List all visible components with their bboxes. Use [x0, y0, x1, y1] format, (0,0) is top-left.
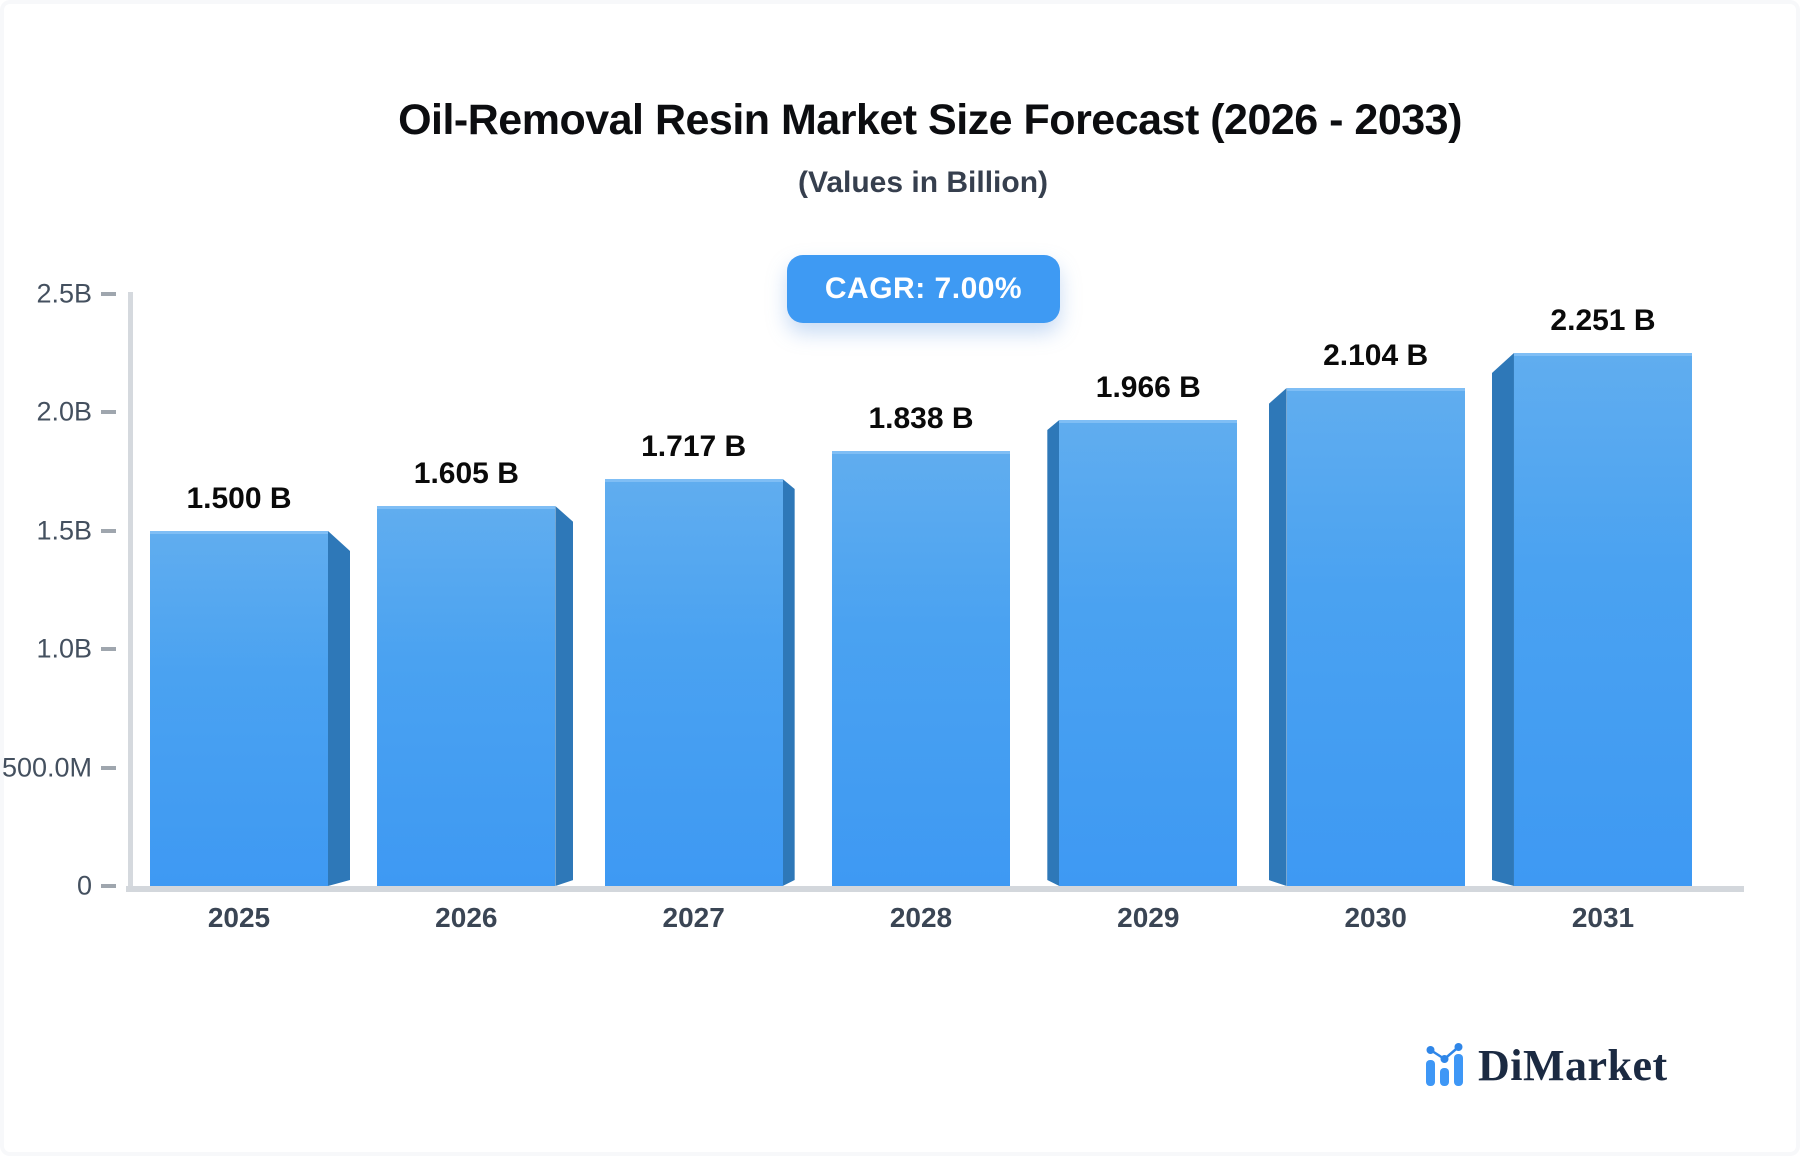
y-axis-tick-mark — [101, 528, 116, 533]
bar-2025 — [150, 531, 328, 886]
brand-logo-text: DiMarket — [1478, 1041, 1668, 1090]
bar-2026 — [377, 506, 556, 886]
bar-3d-side-2031 — [1492, 353, 1514, 886]
bar-value-label-2029: 1.966 B — [1095, 371, 1201, 404]
x-axis-label-2026: 2026 — [435, 902, 498, 933]
y-axis-tick-label: 500.0M — [1, 752, 92, 783]
x-axis-baseline — [126, 886, 1744, 892]
chart-subtitle: (Values in Billion) — [797, 166, 1049, 199]
y-axis-tick-label: 0 — [76, 870, 92, 901]
brand-logo: DiMarket — [1424, 1042, 1668, 1088]
bar-2028 — [831, 451, 1010, 886]
x-axis-label-2031: 2031 — [1571, 902, 1635, 933]
y-axis-tick-mark — [101, 647, 116, 652]
y-axis-tick-label: 1.0B — [36, 633, 92, 664]
y-axis-tick-mark — [101, 292, 116, 296]
bar-2031 — [1513, 353, 1692, 886]
y-axis-tick-mark — [101, 765, 116, 770]
bar-2030 — [1286, 388, 1465, 886]
y-axis-tick-mark — [101, 884, 116, 888]
bar-2029 — [1059, 420, 1238, 886]
bar-value-label-2031: 2.251 B — [1550, 304, 1656, 337]
bar-3d-side-2027 — [783, 479, 795, 886]
bar-3d-side-2026 — [555, 506, 573, 886]
y-axis-tick-label: 2.0B — [36, 396, 92, 427]
x-axis-label-2028: 2028 — [889, 902, 953, 933]
bar-2027 — [604, 479, 783, 886]
bar-3d-side-2025 — [328, 531, 350, 886]
bar-value-label-2027: 1.717 B — [641, 430, 747, 463]
bar-value-label-2028: 1.838 B — [868, 402, 974, 435]
cagr-badge-label: CAGR: 7.00% — [824, 272, 1023, 305]
x-axis-label-2030: 2030 — [1344, 902, 1407, 933]
bar-3d-side-2030 — [1269, 388, 1287, 886]
y-axis-line — [128, 292, 133, 889]
y-axis-tick-label: 1.5B — [36, 515, 92, 546]
y-axis-tick-mark — [101, 410, 116, 415]
bar-value-label-2026: 1.605 B — [413, 457, 519, 490]
chart-title: Oil-Removal Resin Market Size Forecast (… — [398, 96, 1462, 144]
y-axis-tick-label: 2.5B — [36, 278, 92, 309]
bar-3d-side-2029 — [1047, 420, 1059, 886]
bar-chart-logo-icon — [1426, 1043, 1463, 1086]
bar-value-label-2030: 2.104 B — [1323, 339, 1429, 372]
bar-value-label-2025: 1.500 B — [186, 482, 292, 515]
x-axis-label-2029: 2029 — [1117, 902, 1180, 933]
x-axis-label-2025: 2025 — [207, 902, 271, 933]
x-axis-label-2027: 2027 — [662, 902, 725, 933]
cagr-badge: CAGR: 7.00% — [787, 255, 1060, 323]
